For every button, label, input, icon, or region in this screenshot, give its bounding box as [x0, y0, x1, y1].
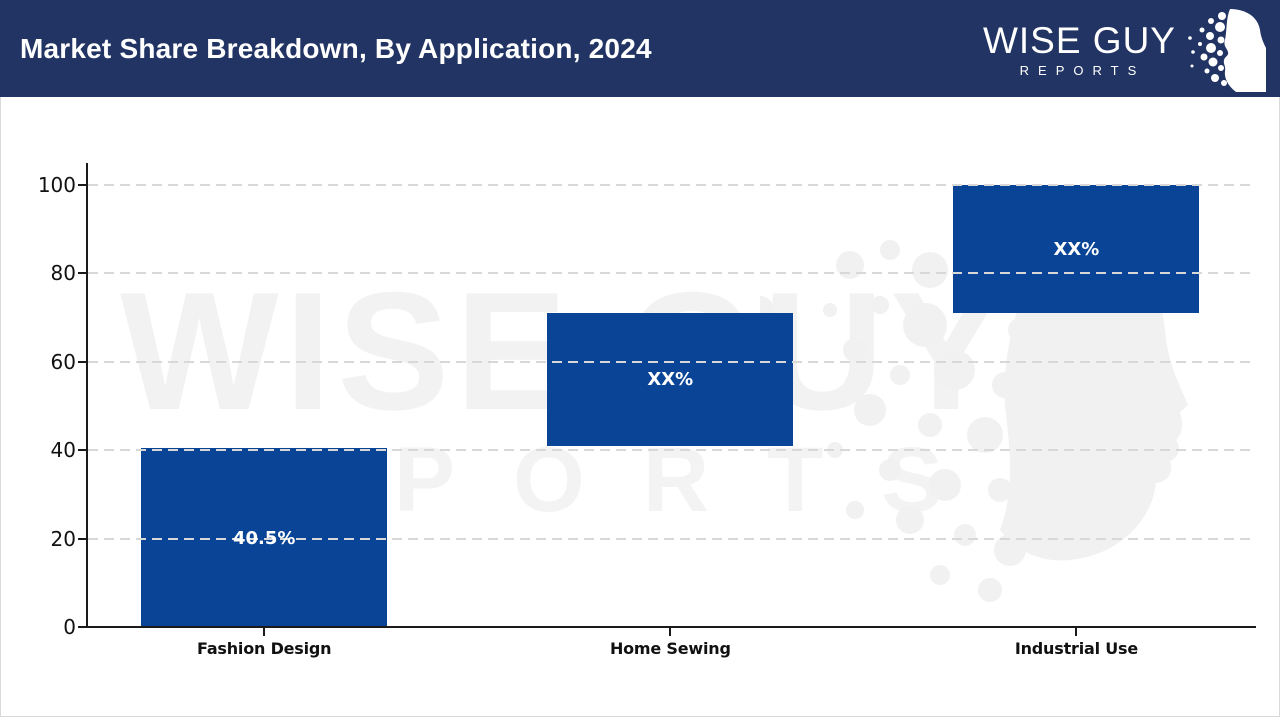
- logo-subtext: REPORTS: [1019, 62, 1146, 78]
- x-axis-line: [86, 626, 1256, 628]
- gridline-60: [88, 360, 1255, 363]
- y-tick-mark-40: [78, 449, 86, 452]
- bar-home-sewing: [547, 313, 794, 446]
- bar-fashion-design: [141, 448, 388, 627]
- y-tick-label-80: 80: [50, 261, 76, 286]
- x-tick-mark-1: [669, 628, 672, 636]
- x-tick-mark-0: [263, 628, 266, 636]
- y-tick-label-0: 0: [63, 615, 76, 639]
- x-axis-label-home-sewing: Home Sewing: [609, 639, 731, 658]
- x-axis-label-fashion-design: Fashion Design: [197, 639, 332, 658]
- bar-industrial-use: [953, 185, 1200, 314]
- header-bar: Market Share Breakdown, By Application, …: [0, 0, 1280, 97]
- x-tick-mark-2: [1075, 628, 1078, 636]
- gridline-20: [88, 537, 1255, 540]
- logo-wordmark: WISE GUY: [982, 20, 1176, 62]
- y-tick-mark-0: [78, 626, 86, 628]
- y-tick-label-100: 100: [37, 173, 76, 197]
- gridline-40: [88, 449, 1255, 452]
- logo-face-icon: [1188, 9, 1266, 92]
- y-axis-line: [86, 163, 88, 628]
- y-tick-mark-100: [78, 184, 86, 186]
- y-tick-mark-60: [78, 360, 86, 363]
- y-tick-label-40: 40: [50, 438, 76, 463]
- y-tick-mark-80: [78, 272, 86, 275]
- x-axis-label-industrial-use: Industrial Use: [1014, 639, 1139, 658]
- wise-guy-logo: WISE GUY REPORTS: [983, 8, 1266, 92]
- logo-text: WISE GUY REPORTS: [982, 20, 1176, 78]
- gridline-80: [88, 272, 1255, 275]
- bar-value-label-industrial-use: XX%: [1053, 239, 1100, 261]
- plot-area: 40.5% XX% XX%: [88, 184, 1255, 627]
- y-tick-mark-20: [78, 537, 86, 540]
- y-tick-label-60: 60: [50, 349, 76, 374]
- bar-value-label-home-sewing: XX%: [647, 369, 694, 391]
- bar-value-label-fashion-design: 40.5%: [232, 527, 296, 549]
- gridline-100: [88, 184, 1255, 186]
- y-tick-label-20: 20: [50, 526, 76, 551]
- page-title: Market Share Breakdown, By Application, …: [20, 32, 652, 64]
